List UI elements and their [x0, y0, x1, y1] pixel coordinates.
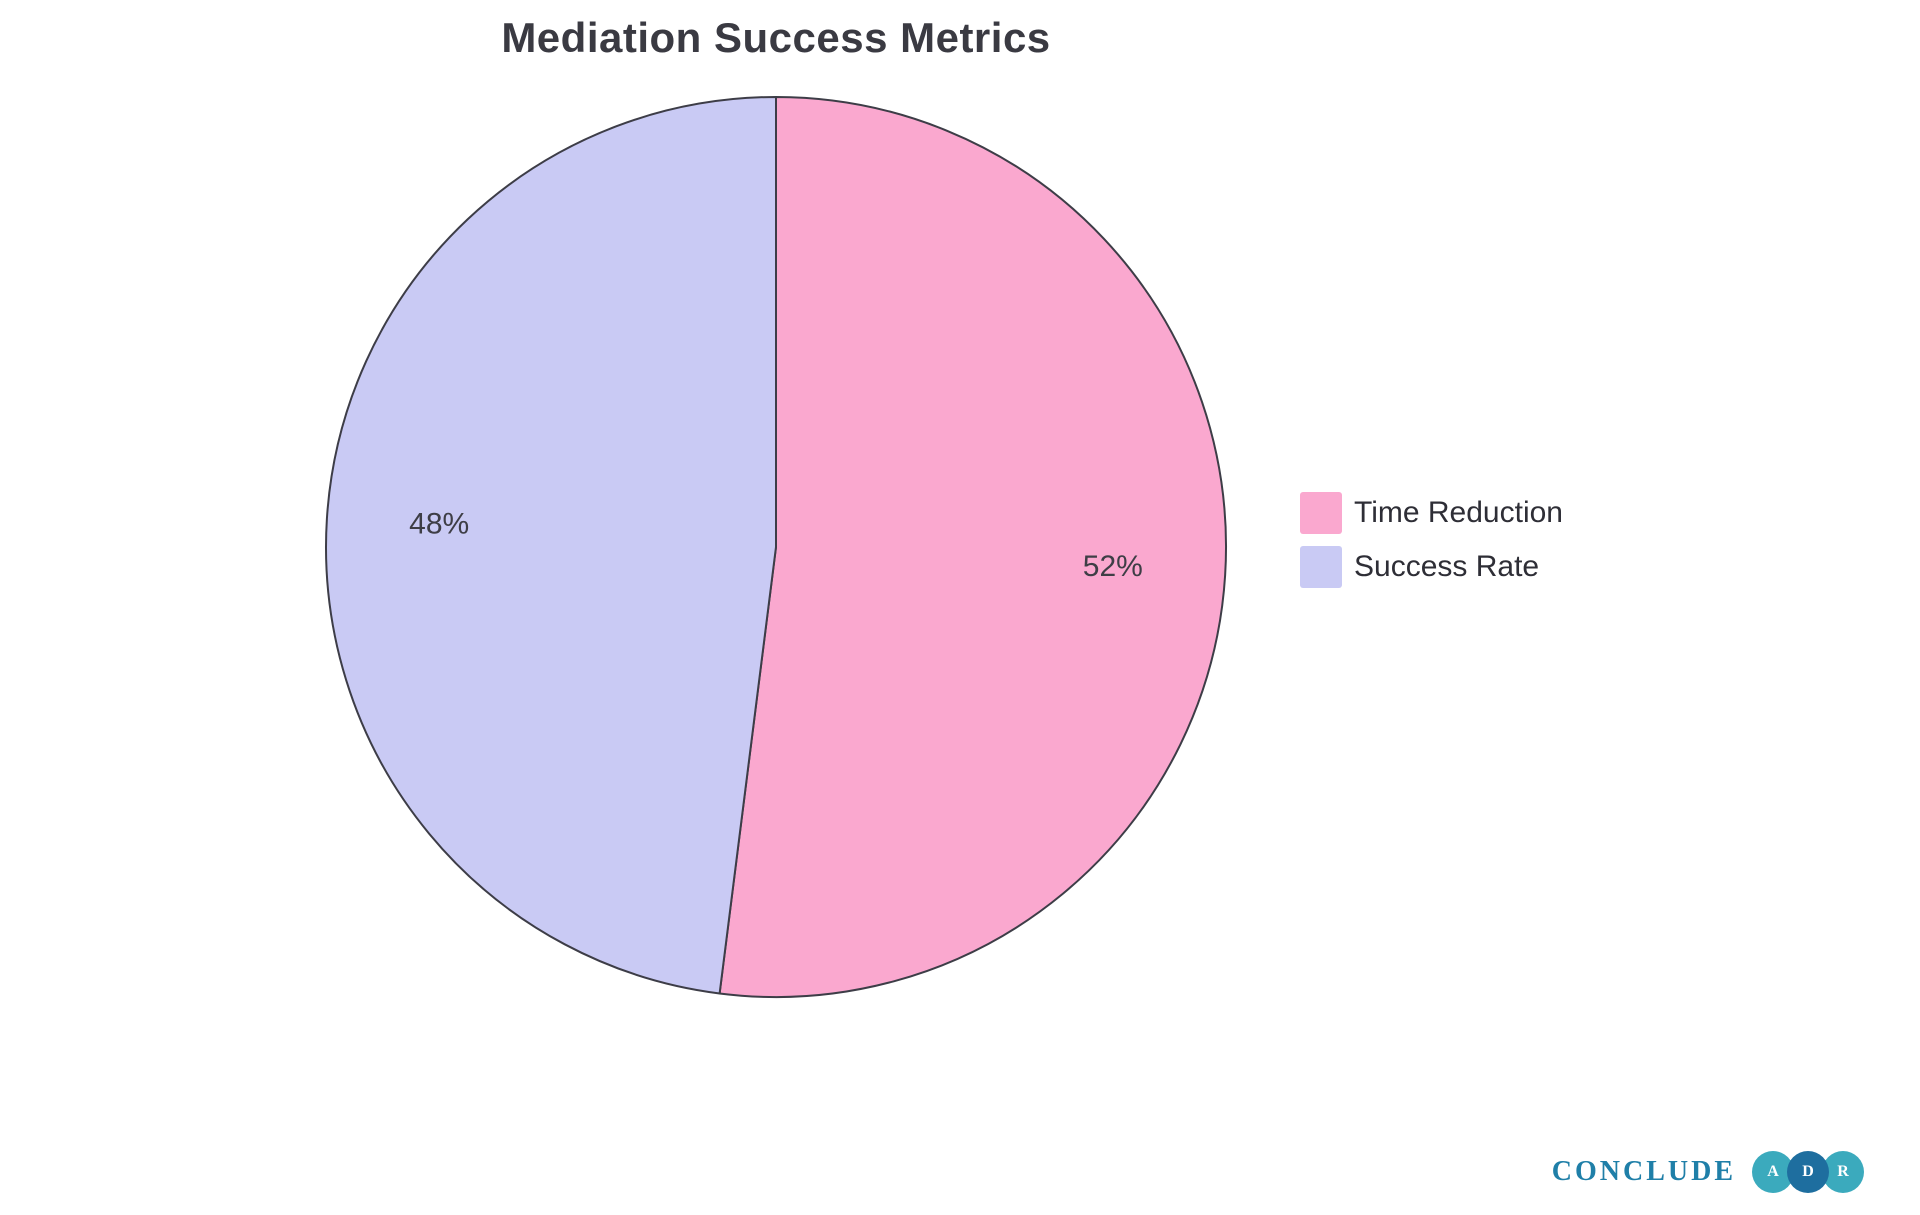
legend-item-time-reduction[interactable]: Time Reduction [1300, 492, 1563, 534]
legend-item-success-rate[interactable]: Success Rate [1300, 546, 1563, 588]
conclude-adr-logo[interactable]: CONCLUDE A D R [1552, 1151, 1864, 1193]
pie-slice-label: 52% [1083, 550, 1143, 583]
chart-title: Mediation Success Metrics [501, 14, 1051, 61]
legend-swatch-time-reduction[interactable] [1300, 492, 1342, 534]
legend-label-time-reduction: Time Reduction [1354, 496, 1563, 529]
chart-legend: Time Reduction Success Rate [1300, 492, 1563, 588]
adr-badges: A D R [1752, 1151, 1864, 1193]
pie-slice-time-reduction[interactable] [718, 96, 1227, 998]
legend-swatch-success-rate[interactable] [1300, 546, 1342, 588]
badge-d-icon: D [1787, 1151, 1829, 1193]
conclude-wordmark: CONCLUDE [1551, 1156, 1736, 1187]
legend-label-success-rate: Success Rate [1354, 550, 1540, 583]
pie-slice-label: 48% [409, 508, 469, 541]
badge-r-icon: R [1822, 1151, 1864, 1193]
pie-slice-success-rate[interactable] [325, 96, 777, 995]
pie-chart-svg: 52% 48% [325, 96, 1227, 998]
